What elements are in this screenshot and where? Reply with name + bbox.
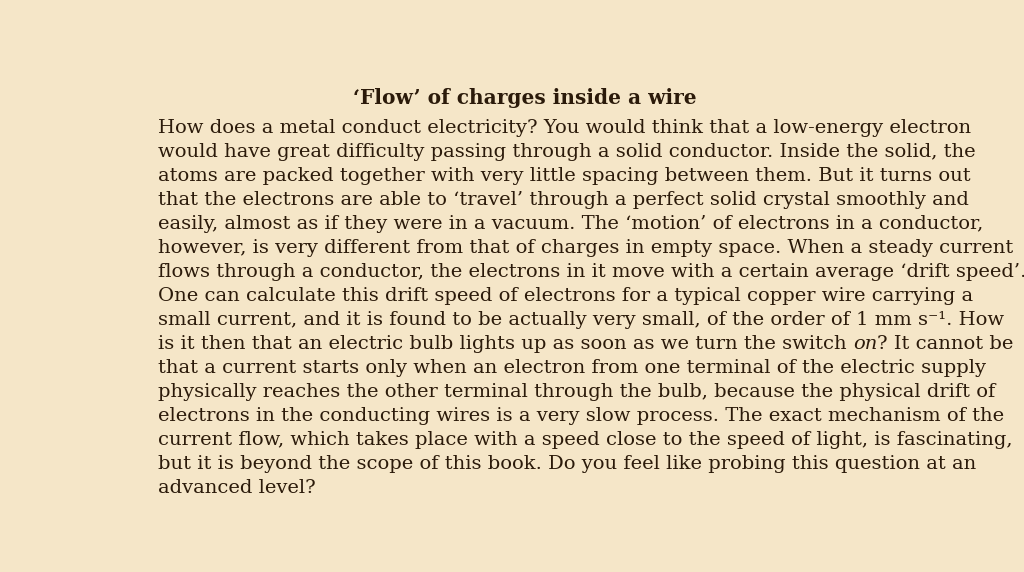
Text: however, is very different from that of charges in empty space. When a steady cu: however, is very different from that of …	[158, 239, 1014, 257]
Text: small current, and it is found to be actually very small, of the order of 1 mm s: small current, and it is found to be act…	[158, 311, 1005, 329]
Text: flows through a conductor, the electrons in it move with a certain average ‘drif: flows through a conductor, the electrons…	[158, 263, 1024, 281]
Text: electrons in the conducting wires is a very slow process. The exact mechanism of: electrons in the conducting wires is a v…	[158, 407, 1005, 426]
Text: ? It cannot be: ? It cannot be	[878, 335, 1014, 353]
Text: current flow, which takes place with a speed close to the speed of light, is fas: current flow, which takes place with a s…	[158, 431, 1013, 450]
Text: is it then that an electric bulb lights up as soon as we turn the switch: is it then that an electric bulb lights …	[158, 335, 853, 353]
Text: One can calculate this drift speed of electrons for a typical copper wire carryi: One can calculate this drift speed of el…	[158, 287, 973, 305]
Text: atoms are packed together with very little spacing between them. But it turns ou: atoms are packed together with very litt…	[158, 167, 971, 185]
Text: physically reaches the other terminal through the bulb, because the physical dri: physically reaches the other terminal th…	[158, 383, 995, 402]
Text: that a current starts only when an electron from one terminal of the electric su: that a current starts only when an elect…	[158, 359, 986, 378]
Text: would have great difficulty passing through a solid conductor. Inside the solid,: would have great difficulty passing thro…	[158, 144, 976, 161]
Text: that the electrons are able to ‘travel’ through a perfect solid crystal smoothly: that the electrons are able to ‘travel’ …	[158, 191, 969, 209]
Text: easily, almost as if they were in a vacuum. The ‘motion’ of electrons in a condu: easily, almost as if they were in a vacu…	[158, 215, 983, 233]
Text: ‘Flow’ of charges inside a wire: ‘Flow’ of charges inside a wire	[353, 89, 696, 109]
Text: advanced level?: advanced level?	[158, 479, 316, 497]
Text: on: on	[853, 335, 878, 353]
Text: How does a metal conduct electricity? You would think that a low-energy electron: How does a metal conduct electricity? Yo…	[158, 120, 972, 137]
Text: but it is beyond the scope of this book. Do you feel like probing this question : but it is beyond the scope of this book.…	[158, 455, 977, 474]
